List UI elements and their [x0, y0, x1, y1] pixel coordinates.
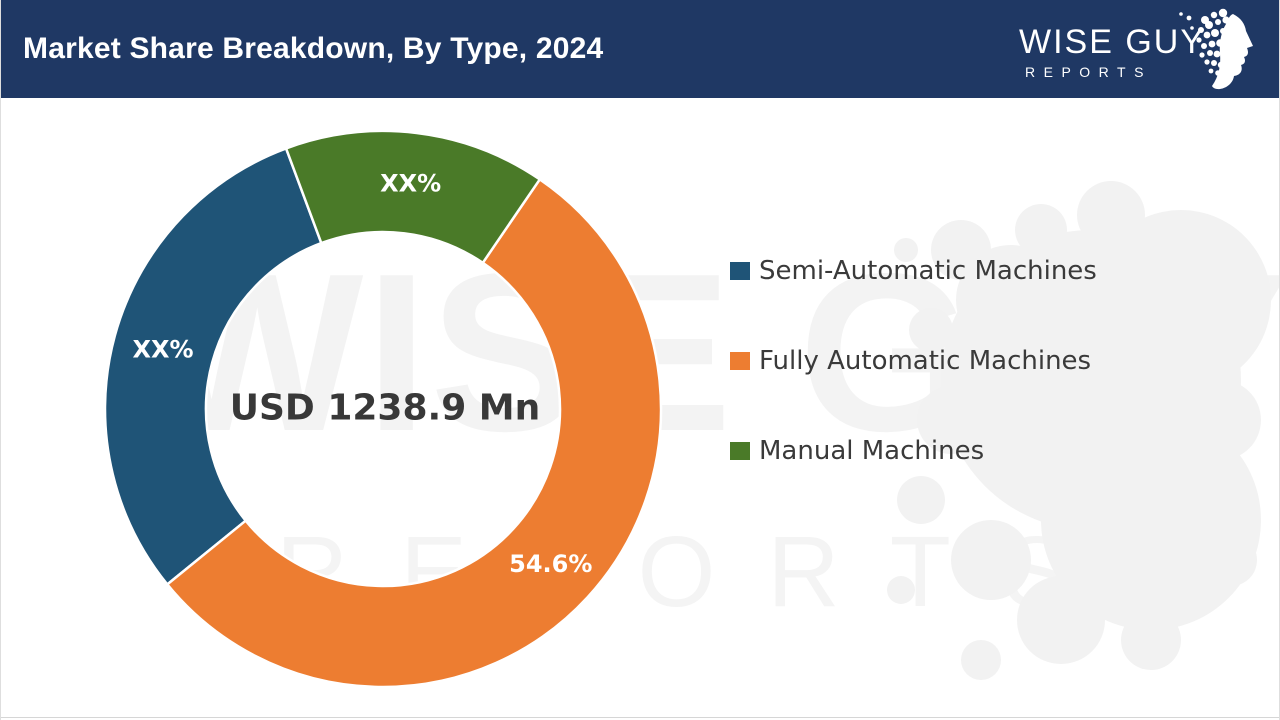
slice-percent-label: XX% — [380, 169, 441, 197]
legend-item-semi-automatic: Semi-Automatic Machines — [730, 253, 1097, 289]
header-bar: Market Share Breakdown, By Type, 2024 WI… — [1, 0, 1279, 98]
chart-legend: Semi-Automatic Machines Fully Automatic … — [730, 253, 1097, 523]
legend-swatch-semi-automatic — [730, 262, 750, 280]
bottom-divider — [1, 717, 1279, 718]
donut-slice-manual-machines — [284, 129, 541, 265]
page-title: Market Share Breakdown, By Type, 2024 — [23, 32, 604, 65]
logo-text-wise-guy: WISE GUY — [1019, 23, 1205, 61]
legend-item-manual: Manual Machines — [730, 433, 1097, 469]
legend-label: Semi-Automatic Machines — [759, 256, 1097, 286]
logo-head-icon — [1179, 8, 1253, 90]
legend-label: Fully Automatic Machines — [759, 346, 1092, 376]
wise-guy-logo: WISE GUY REPORTS — [1019, 8, 1253, 90]
legend-label: Manual Machines — [759, 436, 985, 466]
legend-swatch-fully-automatic — [730, 352, 750, 370]
donut-slice-semi-automatic-machines — [103, 147, 323, 586]
slice-percent-label: 54.6% — [509, 550, 592, 578]
donut-slice-fully-automatic-machines — [166, 178, 663, 689]
donut-center-value: USD 1238.9 Mn — [229, 387, 541, 429]
legend-swatch-manual — [730, 442, 750, 460]
legend-item-fully-automatic: Fully Automatic Machines — [730, 343, 1097, 379]
slice-percent-label: XX% — [133, 336, 194, 364]
logo-text-reports: REPORTS — [1025, 64, 1152, 80]
